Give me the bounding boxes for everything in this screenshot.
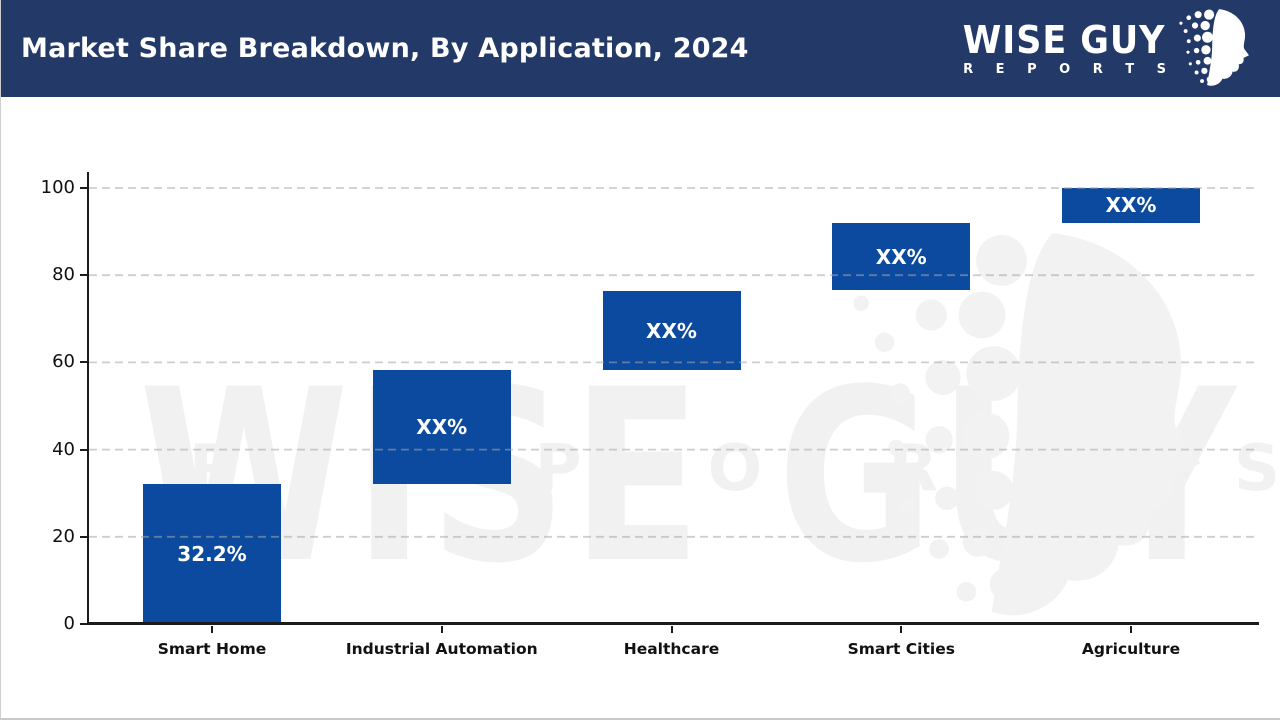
category-label-agriculture: Agriculture bbox=[1081, 640, 1181, 658]
y-tick-label-20: 20 bbox=[52, 525, 75, 547]
bar-smart-cities bbox=[832, 223, 971, 291]
y-tick-80 bbox=[80, 274, 87, 277]
x-tick-smart-cities bbox=[900, 626, 903, 633]
logo-subtitle: R E P O R T S bbox=[963, 62, 1175, 77]
category-label-healthcare: Healthcare bbox=[623, 640, 720, 658]
y-tick-label-0: 0 bbox=[63, 613, 75, 634]
header: Market Share Breakdown, By Application, … bbox=[1, 0, 1280, 97]
bar-healthcare bbox=[602, 290, 741, 371]
x-tick-agriculture bbox=[1130, 626, 1132, 633]
category-label-industrial-automation: Industrial Automation bbox=[345, 640, 538, 658]
y-tick-0 bbox=[80, 623, 87, 625]
wise-guy-reports-logo: WISE GUY R E P O R T S bbox=[954, 6, 1255, 92]
bar-value-label-smart-home: 32.2% bbox=[177, 541, 247, 566]
y-tick-label-60: 60 bbox=[52, 351, 75, 373]
logo-face-icon bbox=[1179, 8, 1249, 86]
logo-name: WISE GUY bbox=[963, 18, 1166, 62]
category-label-smart-home: Smart Home bbox=[157, 640, 267, 658]
chart-canvas: WISE GUY R E P O R T S 32.2% XX% XX% XX% XX%… bbox=[1, 97, 1280, 718]
bar-value-label-healthcare: XX% bbox=[646, 318, 697, 343]
y-tick-100 bbox=[80, 187, 87, 189]
bar-value-label-smart-cities: XX% bbox=[875, 244, 927, 269]
bar-smart-home bbox=[143, 483, 281, 624]
y-tick-label-100: 100 bbox=[40, 177, 75, 198]
y-tick-40 bbox=[80, 448, 87, 451]
y-tick-20 bbox=[80, 535, 87, 538]
bar-value-label-agriculture: XX% bbox=[1105, 193, 1157, 218]
x-axis-line bbox=[87, 622, 1259, 625]
y-tick-label-40: 40 bbox=[52, 438, 75, 460]
logo-text: WISE GUY R E P O R T S bbox=[954, 21, 1175, 76]
x-tick-industrial-automation bbox=[440, 626, 443, 633]
y-tick-60 bbox=[80, 361, 87, 364]
y-axis-line bbox=[87, 172, 89, 624]
chart-title: Market Share Breakdown, By Application, … bbox=[21, 33, 749, 64]
category-label-smart-cities: Smart Cities bbox=[847, 640, 955, 658]
x-tick-smart-home bbox=[211, 626, 213, 633]
y-tick-label-80: 80 bbox=[52, 264, 75, 286]
bar-industrial-automation bbox=[372, 370, 511, 484]
x-tick-healthcare bbox=[670, 626, 673, 633]
bar-agriculture bbox=[1062, 188, 1200, 223]
bar-value-label-industrial-automation: XX% bbox=[416, 414, 468, 439]
